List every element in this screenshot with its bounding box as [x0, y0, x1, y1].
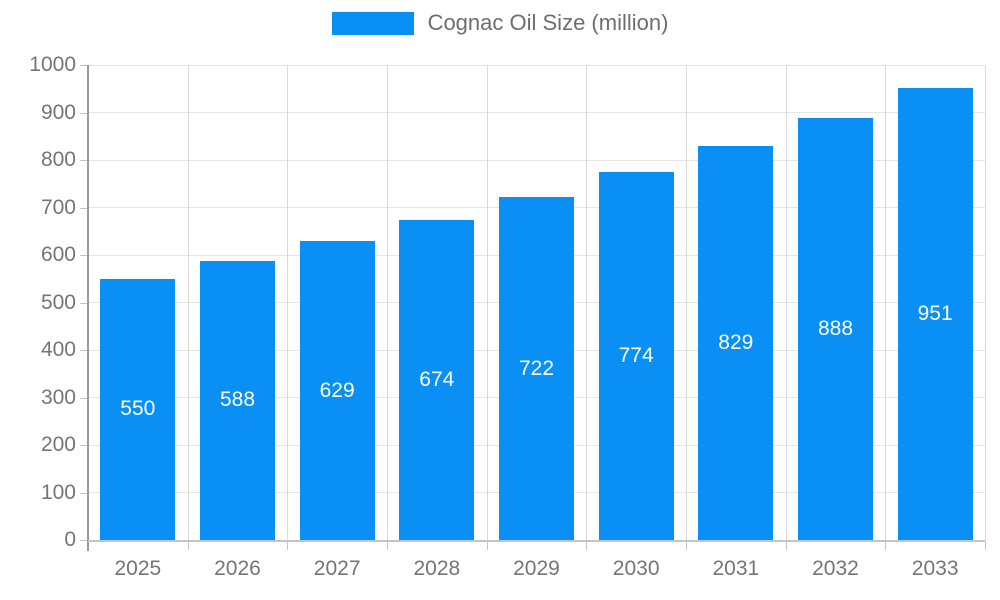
gridline-x-1 [187, 65, 189, 540]
y-axis-tick [80, 255, 88, 256]
x-tick-label: 2031 [712, 557, 760, 580]
bar-2030[interactable] [598, 172, 674, 540]
gridline-x-6 [686, 65, 687, 540]
y-axis-tick [80, 207, 88, 209]
y-axis-tick [80, 350, 88, 351]
y-tick-label: 1000 [29, 53, 76, 76]
y-tick-label: 400 [40, 338, 76, 361]
y-axis-tick [80, 65, 88, 66]
y-axis-tick [80, 112, 88, 114]
gridline-x-7 [785, 65, 787, 540]
x-tick-label: 2033 [911, 557, 959, 580]
bar-2032[interactable] [797, 118, 874, 540]
bar-value-label: 951 [917, 302, 953, 326]
bar-value-label: 629 [319, 378, 355, 402]
x-axis-tick [486, 541, 488, 550]
gridline-x-2 [287, 65, 289, 540]
bar-2033[interactable] [897, 88, 973, 540]
y-axis-line [87, 65, 89, 551]
bar-2031[interactable] [698, 146, 774, 540]
x-axis-tick [985, 541, 986, 550]
gridline-y-900 [88, 112, 985, 113]
x-tick-label: 2027 [313, 557, 361, 580]
bar-value-label: 774 [618, 344, 654, 368]
x-axis-tick [287, 541, 289, 550]
bar-value-label: 829 [718, 331, 754, 355]
y-tick-label: 700 [40, 195, 76, 219]
gridline-x-4 [486, 65, 488, 540]
bar-2027[interactable] [299, 241, 375, 540]
y-tick-label: 200 [40, 433, 76, 456]
bar-value-label: 588 [219, 388, 256, 412]
legend-swatch [331, 11, 414, 35]
x-axis-tick [785, 541, 787, 550]
y-tick-label: 500 [40, 290, 76, 314]
x-tick-label: 2029 [513, 557, 560, 580]
gridline-y-800 [88, 159, 985, 161]
gridline-x-8 [885, 65, 887, 540]
bar-2029[interactable] [498, 197, 575, 540]
bar-value-label: 888 [817, 317, 854, 341]
bar-value-label: 550 [120, 397, 156, 421]
gridline-x-3 [387, 65, 388, 540]
gridline-x-9 [985, 65, 986, 540]
y-tick-label: 100 [40, 480, 76, 504]
x-axis-line [88, 540, 985, 542]
x-axis-tick [387, 541, 388, 550]
x-tick-label: 2025 [114, 557, 162, 580]
x-tick-label: 2032 [812, 557, 859, 580]
bar-value-label: 674 [419, 367, 455, 391]
legend[interactable]: Cognac Oil Size (million) [0, 0, 1000, 46]
x-tick-label: 2030 [612, 557, 660, 580]
x-axis-tick [586, 541, 588, 550]
bar-2025[interactable] [100, 278, 176, 540]
bar-2028[interactable] [399, 219, 475, 540]
y-axis-tick [80, 492, 88, 494]
y-tick-label: 0 [64, 528, 76, 551]
gridline-x-5 [586, 65, 588, 540]
bar-2026[interactable] [199, 260, 276, 540]
x-axis-tick [187, 541, 189, 550]
y-axis-tick [80, 397, 88, 399]
y-axis-tick [80, 445, 88, 446]
y-axis-tick [80, 160, 88, 161]
x-tick-label: 2026 [214, 557, 261, 580]
x-axis-tick [686, 541, 687, 550]
y-axis-tick [80, 540, 88, 541]
x-tick-label: 2028 [413, 557, 461, 580]
y-axis-tick [80, 302, 88, 304]
bar-value-label: 722 [518, 356, 555, 380]
x-axis-tick [885, 541, 887, 550]
legend-label: Cognac Oil Size (million) [427, 10, 669, 35]
y-tick-label: 300 [40, 385, 76, 409]
y-tick-label: 900 [40, 100, 76, 124]
y-tick-label: 800 [40, 148, 76, 171]
y-tick-label: 600 [40, 243, 76, 266]
gridline-y-1000 [88, 64, 985, 66]
